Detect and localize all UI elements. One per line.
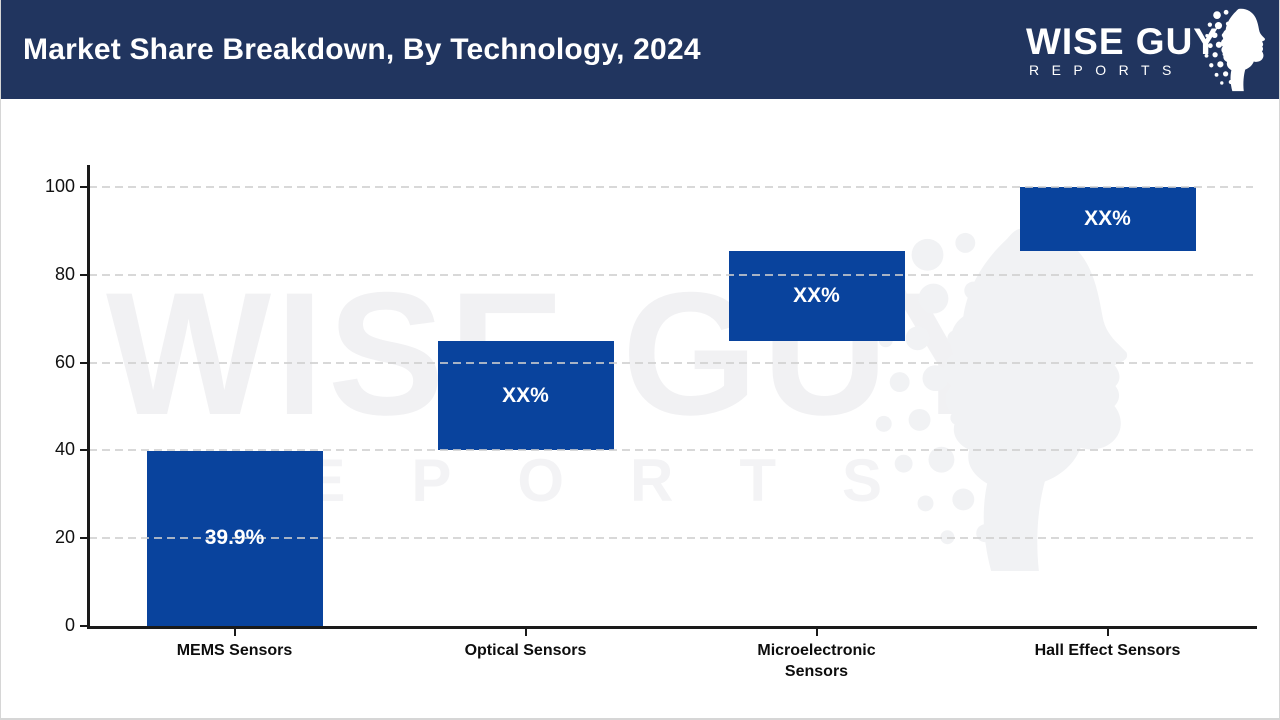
x-axis-tick bbox=[524, 629, 527, 636]
x-axis-tick bbox=[1106, 629, 1109, 636]
y-axis-line bbox=[87, 165, 90, 629]
page-border bbox=[1, 718, 1279, 720]
y-axis-tick bbox=[80, 361, 88, 364]
wise-guy-reports-logo: WISE GUY REPORTS bbox=[1026, 7, 1275, 93]
x-axis-line bbox=[87, 626, 1257, 629]
bar-value-label: XX% bbox=[1084, 206, 1131, 230]
y-gridline bbox=[89, 361, 1253, 364]
y-axis-tick-label: 20 bbox=[54, 527, 75, 548]
header: Market Share Breakdown, By Technology, 2… bbox=[1, 0, 1279, 99]
y-gridline bbox=[89, 449, 1253, 452]
y-axis-tick bbox=[80, 273, 88, 276]
logo-text: WISE GUY REPORTS bbox=[1026, 23, 1219, 77]
logo-wordmark: WISE GUY bbox=[1025, 20, 1219, 62]
bar-3 bbox=[728, 250, 905, 341]
y-axis-tick bbox=[80, 537, 88, 540]
bar-value-label: XX% bbox=[502, 383, 549, 407]
logo-head-icon bbox=[1203, 7, 1275, 93]
y-gridline bbox=[89, 186, 1253, 188]
y-axis-tick bbox=[80, 625, 88, 627]
y-axis-tick-label: 80 bbox=[54, 263, 75, 284]
x-axis-category-label: Optical Sensors bbox=[464, 642, 587, 659]
y-axis-tick-label: 60 bbox=[54, 351, 75, 372]
bar-2 bbox=[437, 340, 614, 451]
chart-area: WISE GUY REPORTS 0 20 40 60 80 100 39.9% MEMS S… bbox=[1, 99, 1279, 718]
y-gridline bbox=[89, 273, 1253, 276]
x-axis-tick bbox=[233, 629, 236, 636]
bar-value-label: XX% bbox=[793, 283, 840, 307]
y-axis-tick-label: 40 bbox=[54, 439, 75, 460]
y-gridline bbox=[89, 537, 1253, 540]
bar-4 bbox=[1019, 187, 1196, 251]
x-axis-category-label: Hall Effect Sensors bbox=[1034, 642, 1181, 659]
x-axis-category-label: Microelectronic Sensors bbox=[757, 642, 876, 680]
x-axis-category-label: MEMS Sensors bbox=[176, 642, 293, 659]
y-axis-tick bbox=[80, 449, 88, 452]
y-axis-tick-label: 0 bbox=[64, 615, 75, 635]
logo-subtitle: REPORTS bbox=[1028, 61, 1184, 78]
y-axis-tick-label: 100 bbox=[44, 176, 75, 196]
y-axis-tick bbox=[80, 186, 88, 188]
x-axis-tick bbox=[815, 629, 818, 636]
chart-title: Market Share Breakdown, By Technology, 2… bbox=[23, 32, 701, 66]
bar-value-label: 39.9% bbox=[204, 526, 265, 550]
